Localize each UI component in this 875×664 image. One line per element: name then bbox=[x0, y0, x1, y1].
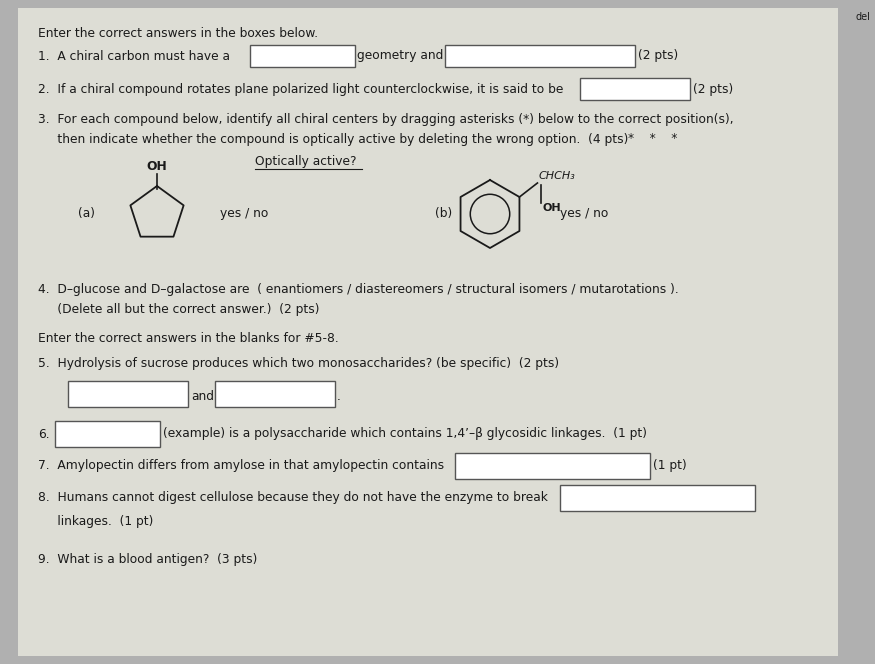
Text: (example) is a polysaccharide which contains 1,4’–β glycosidic linkages.  (1 pt): (example) is a polysaccharide which cont… bbox=[163, 428, 647, 440]
Text: *    *    *: * * * bbox=[628, 133, 677, 145]
Text: geometry and: geometry and bbox=[357, 50, 444, 62]
Text: .: . bbox=[337, 390, 341, 402]
FancyBboxPatch shape bbox=[250, 45, 355, 67]
Text: 2.  If a chiral compound rotates plane polarized light counterclockwise, it is s: 2. If a chiral compound rotates plane po… bbox=[38, 82, 564, 96]
Text: (b): (b) bbox=[435, 207, 452, 220]
FancyBboxPatch shape bbox=[445, 45, 635, 67]
Text: 6.: 6. bbox=[38, 428, 50, 440]
Text: Enter the correct answers in the blanks for #5-8.: Enter the correct answers in the blanks … bbox=[38, 333, 339, 345]
Text: (Delete all but the correct answer.)  (2 pts): (Delete all but the correct answer.) (2 … bbox=[38, 303, 319, 315]
Text: del: del bbox=[855, 12, 870, 22]
Text: linkages.  (1 pt): linkages. (1 pt) bbox=[38, 515, 153, 527]
Text: OH: OH bbox=[147, 159, 167, 173]
Text: Enter the correct answers in the boxes below.: Enter the correct answers in the boxes b… bbox=[38, 27, 318, 40]
Text: (2 pts): (2 pts) bbox=[638, 50, 678, 62]
Text: OH: OH bbox=[542, 203, 561, 213]
Text: 5.  Hydrolysis of sucrose produces which two monosaccharides? (be specific)  (2 : 5. Hydrolysis of sucrose produces which … bbox=[38, 357, 559, 371]
Text: 1.  A chiral carbon must have a: 1. A chiral carbon must have a bbox=[38, 50, 230, 62]
Text: 4.  D–glucose and D–galactose are  ( enantiomers / diastereomers / structural is: 4. D–glucose and D–galactose are ( enant… bbox=[38, 282, 679, 295]
Text: (a): (a) bbox=[78, 207, 95, 220]
Text: yes / no: yes / no bbox=[220, 207, 269, 220]
Text: (1 pt): (1 pt) bbox=[653, 459, 687, 473]
Text: 9.  What is a blood antigen?  (3 pts): 9. What is a blood antigen? (3 pts) bbox=[38, 552, 257, 566]
Text: then indicate whether the compound is optically active by deleting the wrong opt: then indicate whether the compound is op… bbox=[38, 133, 628, 145]
FancyBboxPatch shape bbox=[215, 381, 335, 407]
Text: and: and bbox=[191, 390, 214, 402]
FancyBboxPatch shape bbox=[68, 381, 188, 407]
FancyBboxPatch shape bbox=[55, 421, 160, 447]
Text: CHCH₃: CHCH₃ bbox=[538, 171, 575, 181]
Text: Optically active?: Optically active? bbox=[255, 155, 356, 167]
Text: yes / no: yes / no bbox=[560, 207, 608, 220]
Text: (2 pts): (2 pts) bbox=[693, 82, 733, 96]
FancyBboxPatch shape bbox=[18, 8, 838, 656]
FancyBboxPatch shape bbox=[455, 453, 650, 479]
Text: 8.  Humans cannot digest cellulose because they do not have the enzyme to break: 8. Humans cannot digest cellulose becaus… bbox=[38, 491, 548, 505]
FancyBboxPatch shape bbox=[580, 78, 690, 100]
Text: 3.  For each compound below, identify all chiral centers by dragging asterisks (: 3. For each compound below, identify all… bbox=[38, 112, 733, 125]
FancyBboxPatch shape bbox=[560, 485, 755, 511]
Text: 7.  Amylopectin differs from amylose in that amylopectin contains: 7. Amylopectin differs from amylose in t… bbox=[38, 459, 444, 473]
